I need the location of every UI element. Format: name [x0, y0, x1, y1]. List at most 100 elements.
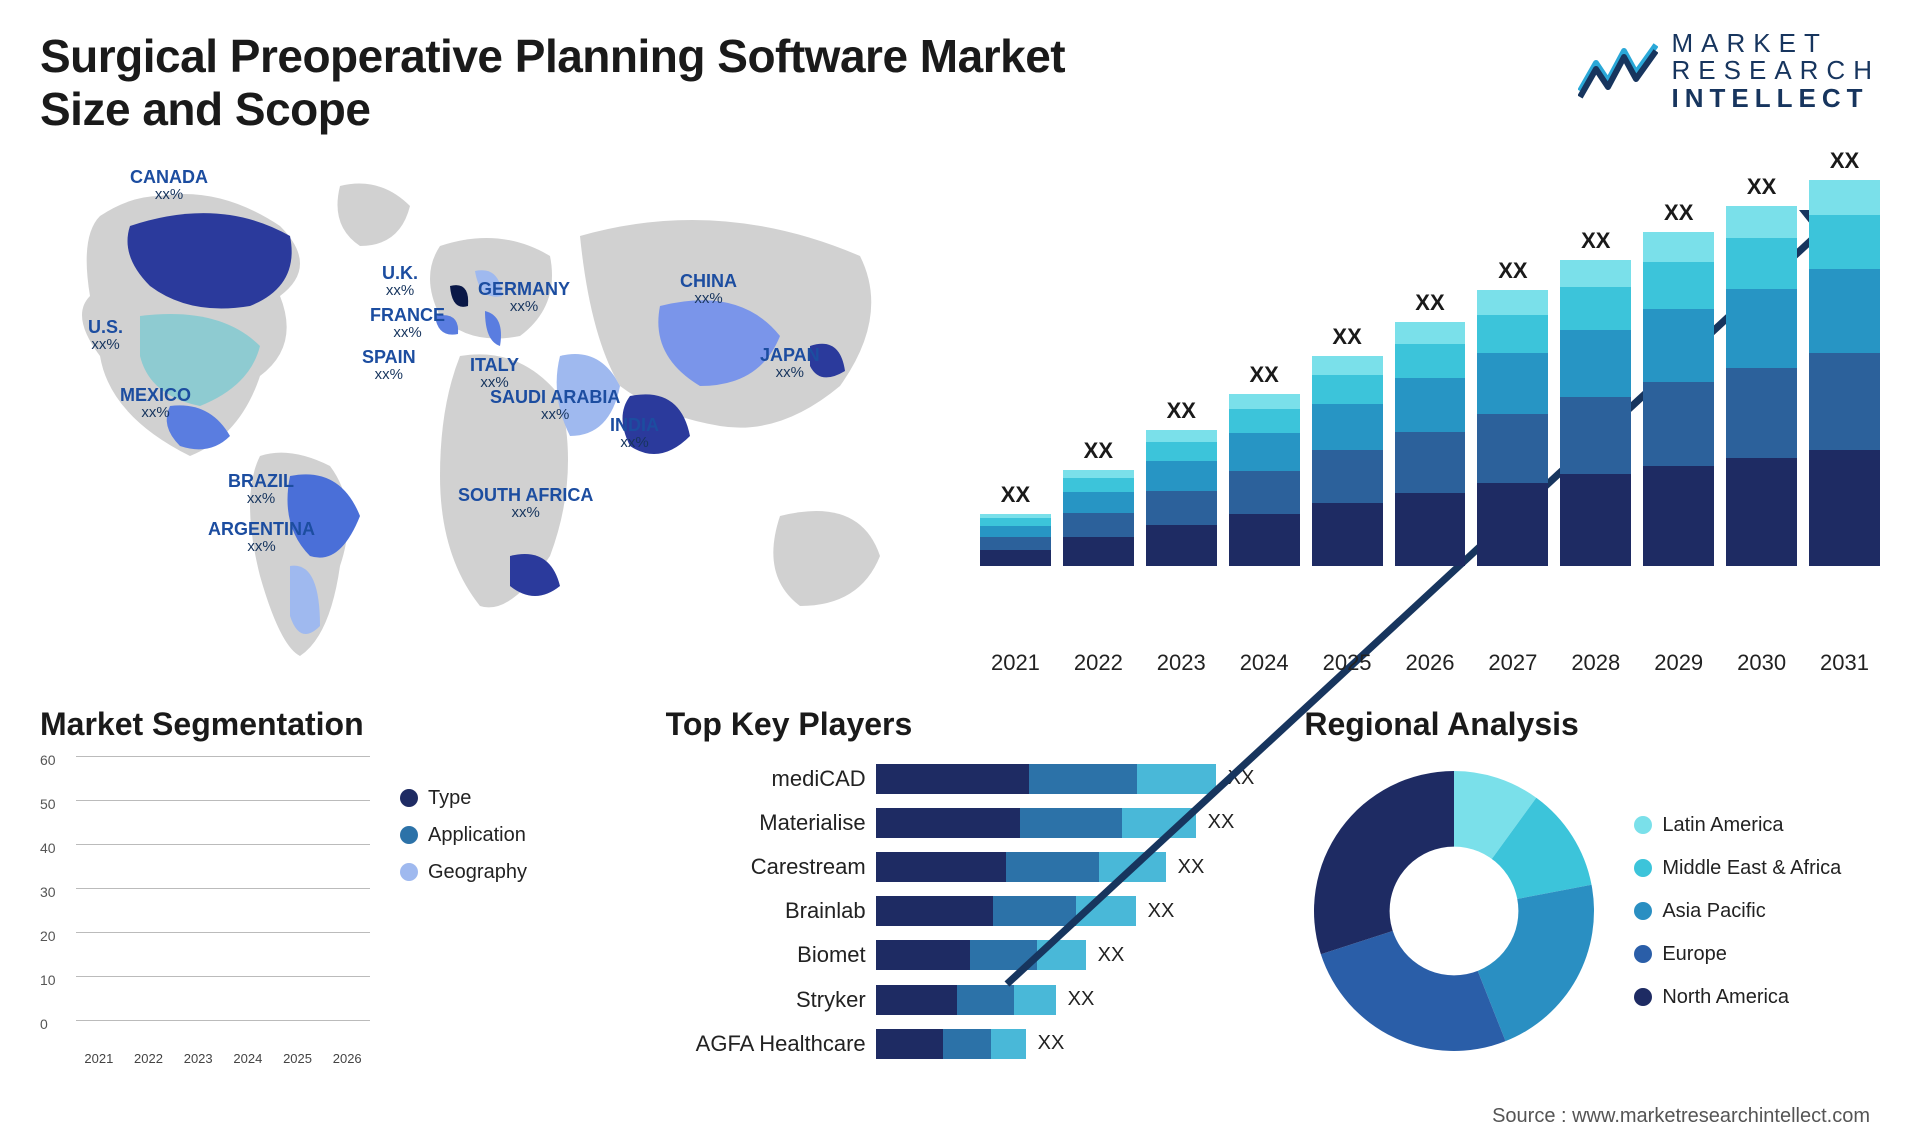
forecast-xlabel: 2031	[1809, 650, 1880, 676]
forecast-value-label: XX	[1084, 438, 1113, 464]
forecast-bar-segment	[1146, 461, 1217, 491]
forecast-bar-segment	[1146, 442, 1217, 461]
key-players-title: Top Key Players	[666, 706, 1255, 743]
map-southafrica	[510, 554, 560, 596]
map-label-south-africa: SOUTH AFRICAxx%	[458, 486, 593, 521]
forecast-value-label: XX	[1498, 258, 1527, 284]
map-label-italy: ITALYxx%	[470, 356, 519, 391]
segmentation-legend: Type Application Geography	[400, 787, 527, 1066]
player-value-label: XX	[1038, 1032, 1065, 1055]
seg-ytick-label: 50	[40, 796, 56, 812]
forecast-bar-2030: XX	[1726, 174, 1797, 566]
forecast-bar-segment	[1643, 382, 1714, 466]
forecast-xlabel: 2026	[1395, 650, 1466, 676]
player-row: XX	[876, 852, 1255, 882]
forecast-bar-segment	[980, 550, 1051, 566]
forecast-bar-segment	[1809, 353, 1880, 450]
forecast-bar-segment	[1726, 368, 1797, 458]
legend-label: Type	[428, 787, 471, 810]
forecast-bar-segment	[1643, 232, 1714, 262]
player-label: Carestream	[751, 854, 866, 880]
forecast-bar-segment	[980, 526, 1051, 537]
map-label-germany: GERMANYxx%	[478, 280, 570, 315]
map-label-argentina: ARGENTINAxx%	[208, 520, 315, 555]
player-bar-segment	[991, 1029, 1026, 1059]
forecast-bar-segment	[1229, 471, 1300, 514]
forecast-bar-segment	[1063, 513, 1134, 537]
player-bar-segment	[1137, 764, 1215, 794]
map-label-china: CHINAxx%	[680, 272, 737, 307]
map-label-u-s-: U.S.xx%	[88, 318, 123, 353]
forecast-bar-segment	[1560, 474, 1631, 566]
world-map: CANADAxx%U.S.xx%MEXICOxx%BRAZILxx%ARGENT…	[40, 156, 920, 676]
regional-panel: Regional Analysis Latin AmericaMiddle Ea…	[1304, 706, 1880, 1066]
player-value-label: XX	[1148, 900, 1175, 923]
forecast-value-label: XX	[1830, 148, 1859, 174]
forecast-bar-segment	[1146, 430, 1217, 442]
seg-ytick-label: 30	[40, 884, 56, 900]
player-value-label: XX	[1178, 856, 1205, 879]
regional-legend-item: Asia Pacific	[1634, 900, 1841, 923]
forecast-bar-segment	[1477, 353, 1548, 414]
legend-dot-icon	[1634, 945, 1652, 963]
forecast-bar-segment	[1146, 525, 1217, 566]
forecast-bar-segment	[1063, 537, 1134, 566]
player-bar-segment	[993, 896, 1076, 926]
forecast-bar-segment	[1312, 404, 1383, 450]
logo-line-3: INTELLECT	[1672, 85, 1880, 112]
forecast-bar-2026: XX	[1395, 290, 1466, 566]
player-bar-segment	[1099, 852, 1166, 882]
player-label: Biomet	[797, 942, 865, 968]
source-label: Source : www.marketresearchintellect.com	[1492, 1105, 1870, 1128]
player-label: mediCAD	[772, 766, 866, 792]
map-label-canada: CANADAxx%	[130, 168, 208, 203]
player-label: Stryker	[796, 987, 866, 1013]
map-label-india: INDIAxx%	[610, 416, 659, 451]
forecast-bar-segment	[1809, 269, 1880, 354]
legend-label: Latin America	[1662, 814, 1783, 837]
legend-dot-icon	[1634, 859, 1652, 877]
seg-legend-item: Geography	[400, 861, 527, 884]
player-row: XX	[876, 985, 1255, 1015]
map-label-u-k-: U.K.xx%	[382, 264, 418, 299]
page-title: Surgical Preoperative Planning Software …	[40, 30, 1090, 136]
forecast-bar-segment	[1726, 289, 1797, 368]
forecast-bar-segment	[1146, 491, 1217, 525]
forecast-bar-segment	[1063, 470, 1134, 479]
player-bar-segment	[943, 1029, 991, 1059]
forecast-bar-segment	[1229, 514, 1300, 566]
player-label: Materialise	[759, 810, 865, 836]
legend-label: Application	[428, 824, 526, 847]
forecast-bar-segment	[1726, 206, 1797, 238]
legend-dot-icon	[1634, 902, 1652, 920]
player-bar-segment	[1122, 808, 1196, 838]
forecast-bar-2031: XX	[1809, 148, 1880, 566]
forecast-xlabel: 2022	[1063, 650, 1134, 676]
forecast-xlabel: 2028	[1560, 650, 1631, 676]
forecast-bar-segment	[1312, 375, 1383, 404]
forecast-bar-segment	[1726, 238, 1797, 288]
forecast-bar-2027: XX	[1477, 258, 1548, 566]
forecast-value-label: XX	[1001, 482, 1030, 508]
player-bar-segment	[1076, 896, 1136, 926]
key-players-labels: mediCADMaterialiseCarestreamBrainlabBiom…	[666, 757, 866, 1066]
seg-xlabel: 2025	[275, 1051, 321, 1066]
forecast-bar-segment	[1229, 394, 1300, 409]
forecast-xlabel: 2023	[1146, 650, 1217, 676]
forecast-bar-segment	[1312, 356, 1383, 375]
seg-legend-item: Application	[400, 824, 527, 847]
map-label-saudi-arabia: SAUDI ARABIAxx%	[490, 388, 620, 423]
key-players-bars: XXXXXXXXXXXXXX	[876, 757, 1255, 1066]
forecast-bar-segment	[1312, 450, 1383, 503]
forecast-bar-segment	[1809, 215, 1880, 269]
regional-legend: Latin AmericaMiddle East & AfricaAsia Pa…	[1634, 814, 1841, 1009]
forecast-bar-segment	[980, 537, 1051, 550]
legend-label: Europe	[1662, 943, 1727, 966]
player-bar-segment	[1006, 852, 1099, 882]
forecast-bar-2024: XX	[1229, 362, 1300, 566]
donut-hole	[1390, 847, 1519, 976]
forecast-bar-segment	[1726, 458, 1797, 566]
map-label-mexico: MEXICOxx%	[120, 386, 191, 421]
segmentation-panel: Market Segmentation 20212022202320242025…	[40, 706, 616, 1066]
player-row: XX	[876, 764, 1255, 794]
